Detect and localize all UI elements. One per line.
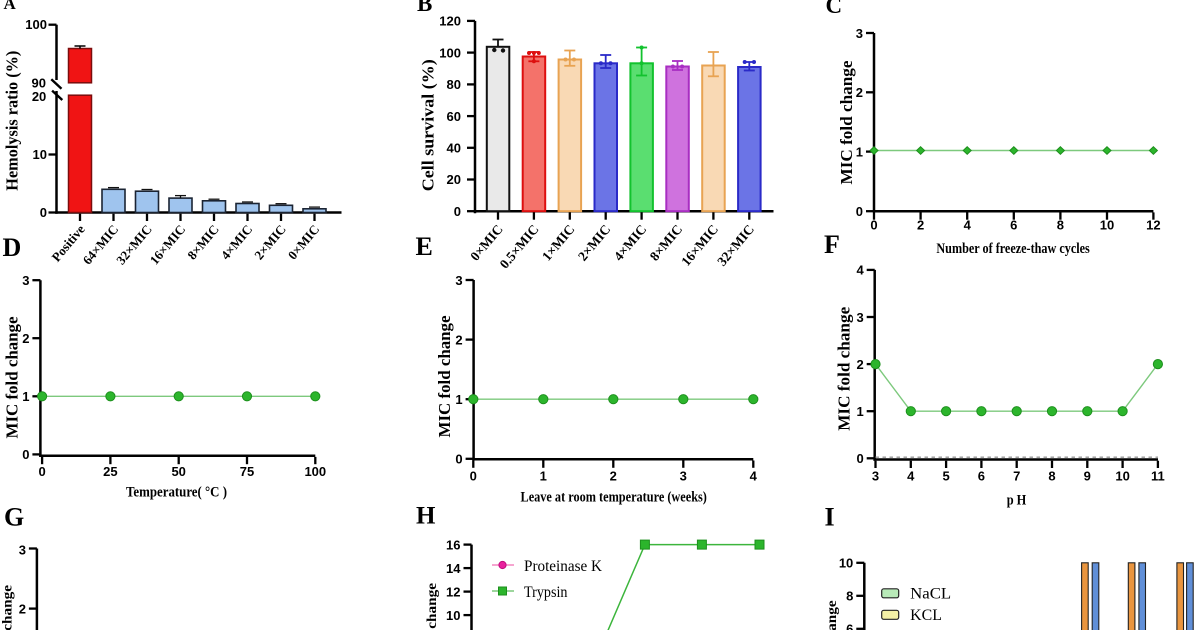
svg-text:E: E — [416, 232, 433, 261]
svg-text:I: I — [825, 503, 835, 532]
svg-text:12: 12 — [1146, 218, 1160, 233]
svg-text:16: 16 — [446, 537, 460, 552]
svg-text:40: 40 — [447, 141, 461, 156]
svg-text:2: 2 — [610, 469, 617, 484]
svg-text:1: 1 — [540, 469, 547, 484]
svg-text:Proteinase K: Proteinase K — [524, 558, 602, 575]
svg-text:6: 6 — [1010, 218, 1017, 233]
svg-text:50: 50 — [171, 464, 185, 479]
svg-text:Temperature( °C ): Temperature( °C ) — [126, 485, 227, 501]
svg-text:0: 0 — [455, 452, 462, 467]
svg-text:H: H — [416, 503, 436, 530]
svg-text:MIC fold change: MIC fold change — [435, 316, 454, 438]
svg-text:4: 4 — [856, 263, 864, 278]
svg-text:MIC fold change: MIC fold change — [835, 307, 854, 431]
svg-text:1: 1 — [856, 144, 863, 159]
svg-text:75: 75 — [240, 464, 254, 479]
svg-text:6: 6 — [846, 622, 853, 630]
svg-text:20: 20 — [447, 172, 461, 187]
svg-text:25: 25 — [103, 464, 117, 479]
svg-text:60: 60 — [447, 109, 461, 124]
svg-text:100: 100 — [439, 45, 461, 60]
svg-text:100: 100 — [304, 464, 326, 479]
svg-text:14: 14 — [446, 561, 461, 576]
svg-text:11: 11 — [1151, 469, 1165, 484]
svg-text:0: 0 — [870, 218, 877, 233]
svg-text:MIC fold change: MIC fold change — [1, 585, 16, 630]
svg-text:MIC fold change: MIC fold change — [825, 600, 840, 630]
svg-text:3: 3 — [455, 273, 462, 288]
svg-text:F: F — [824, 230, 840, 259]
svg-text:0: 0 — [470, 469, 477, 484]
svg-text:2: 2 — [856, 85, 863, 100]
svg-text:Number of freeze-thaw cycles: Number of freeze-thaw cycles — [936, 241, 1090, 257]
svg-text:MIC fold change: MIC fold change — [2, 317, 21, 439]
svg-text:3: 3 — [22, 273, 29, 288]
svg-text:8: 8 — [1057, 218, 1064, 233]
svg-text:10: 10 — [1115, 469, 1129, 484]
svg-text:3: 3 — [872, 469, 879, 484]
svg-text:10: 10 — [839, 556, 853, 571]
svg-text:8: 8 — [1048, 469, 1055, 484]
svg-text:MIC fold change: MIC fold change — [425, 583, 440, 630]
svg-text:p H: p H — [1007, 492, 1027, 508]
svg-text:2: 2 — [917, 218, 924, 233]
svg-text:10: 10 — [33, 147, 47, 162]
svg-text:3: 3 — [19, 542, 26, 557]
svg-text:G: G — [4, 503, 24, 532]
svg-text:0: 0 — [856, 451, 863, 466]
svg-text:1: 1 — [856, 404, 863, 419]
svg-text:0: 0 — [38, 464, 45, 479]
svg-text:C: C — [826, 0, 843, 18]
svg-text:6: 6 — [978, 469, 985, 484]
svg-text:10: 10 — [1100, 218, 1114, 233]
svg-text:80: 80 — [447, 77, 461, 92]
svg-text:A: A — [4, 0, 17, 13]
svg-text:120: 120 — [439, 14, 461, 29]
svg-text:7: 7 — [1013, 469, 1020, 484]
svg-text:0: 0 — [40, 205, 47, 220]
svg-text:3: 3 — [856, 310, 863, 325]
svg-text:90: 90 — [32, 76, 46, 91]
svg-text:4: 4 — [907, 469, 915, 484]
svg-text:1: 1 — [455, 392, 462, 407]
svg-text:0: 0 — [454, 204, 461, 219]
svg-text:4: 4 — [964, 218, 972, 233]
svg-text:B: B — [417, 0, 432, 16]
svg-text:3: 3 — [856, 26, 863, 41]
svg-text:10: 10 — [446, 608, 460, 623]
svg-text:0: 0 — [22, 447, 29, 462]
svg-text:0: 0 — [856, 204, 863, 219]
svg-text:2: 2 — [856, 357, 863, 372]
svg-text:NaCL: NaCL — [910, 586, 951, 603]
svg-text:1: 1 — [22, 389, 29, 404]
svg-text:3: 3 — [680, 469, 687, 484]
svg-text:2: 2 — [22, 331, 29, 346]
svg-text:KCL: KCL — [910, 607, 942, 624]
svg-text:MIC fold change: MIC fold change — [837, 61, 856, 185]
svg-text:Hemolysis ratio (%): Hemolysis ratio (%) — [2, 51, 21, 191]
svg-text:8: 8 — [846, 589, 853, 604]
svg-text:100: 100 — [25, 17, 47, 32]
svg-text:Trypsin: Trypsin — [524, 584, 568, 601]
svg-text:Cell survival (%): Cell survival (%) — [419, 59, 438, 191]
svg-text:12: 12 — [446, 584, 460, 599]
svg-text:5: 5 — [942, 469, 949, 484]
svg-text:4: 4 — [750, 469, 758, 484]
svg-text:2: 2 — [455, 332, 462, 347]
svg-text:2: 2 — [19, 601, 26, 616]
svg-text:20: 20 — [32, 89, 46, 104]
svg-text:9: 9 — [1084, 469, 1091, 484]
svg-text:D: D — [3, 233, 22, 262]
svg-text:Leave at room temperature (wee: Leave at room temperature (weeks) — [521, 490, 708, 506]
